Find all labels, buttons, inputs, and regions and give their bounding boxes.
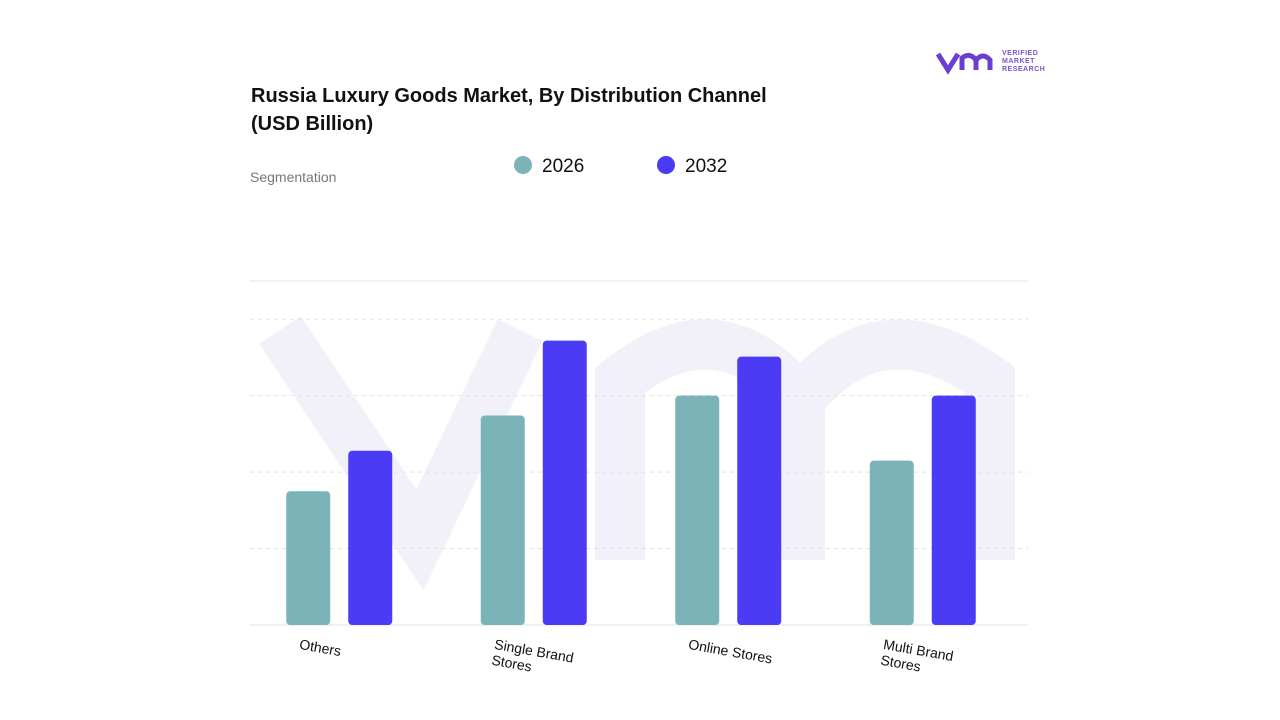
legend-label: 2032 xyxy=(685,156,728,177)
logo-text: VERIFIED MARKET RESEARCH xyxy=(1002,50,1046,73)
logo-mark xyxy=(935,52,993,75)
chart-title: Russia Luxury Goods Market, By Distribut… xyxy=(251,85,767,135)
bar xyxy=(869,460,914,625)
bar xyxy=(348,450,393,625)
bar xyxy=(480,415,525,625)
bar xyxy=(931,395,976,625)
bar xyxy=(542,340,587,625)
bar xyxy=(286,491,331,625)
watermark xyxy=(259,316,1015,591)
legend-marker xyxy=(657,156,675,174)
chart-subtitle: Segmentation xyxy=(250,169,337,185)
bar xyxy=(675,395,720,625)
legend-label: 2026 xyxy=(542,156,585,177)
bar xyxy=(737,356,782,625)
legend-marker xyxy=(514,156,532,174)
